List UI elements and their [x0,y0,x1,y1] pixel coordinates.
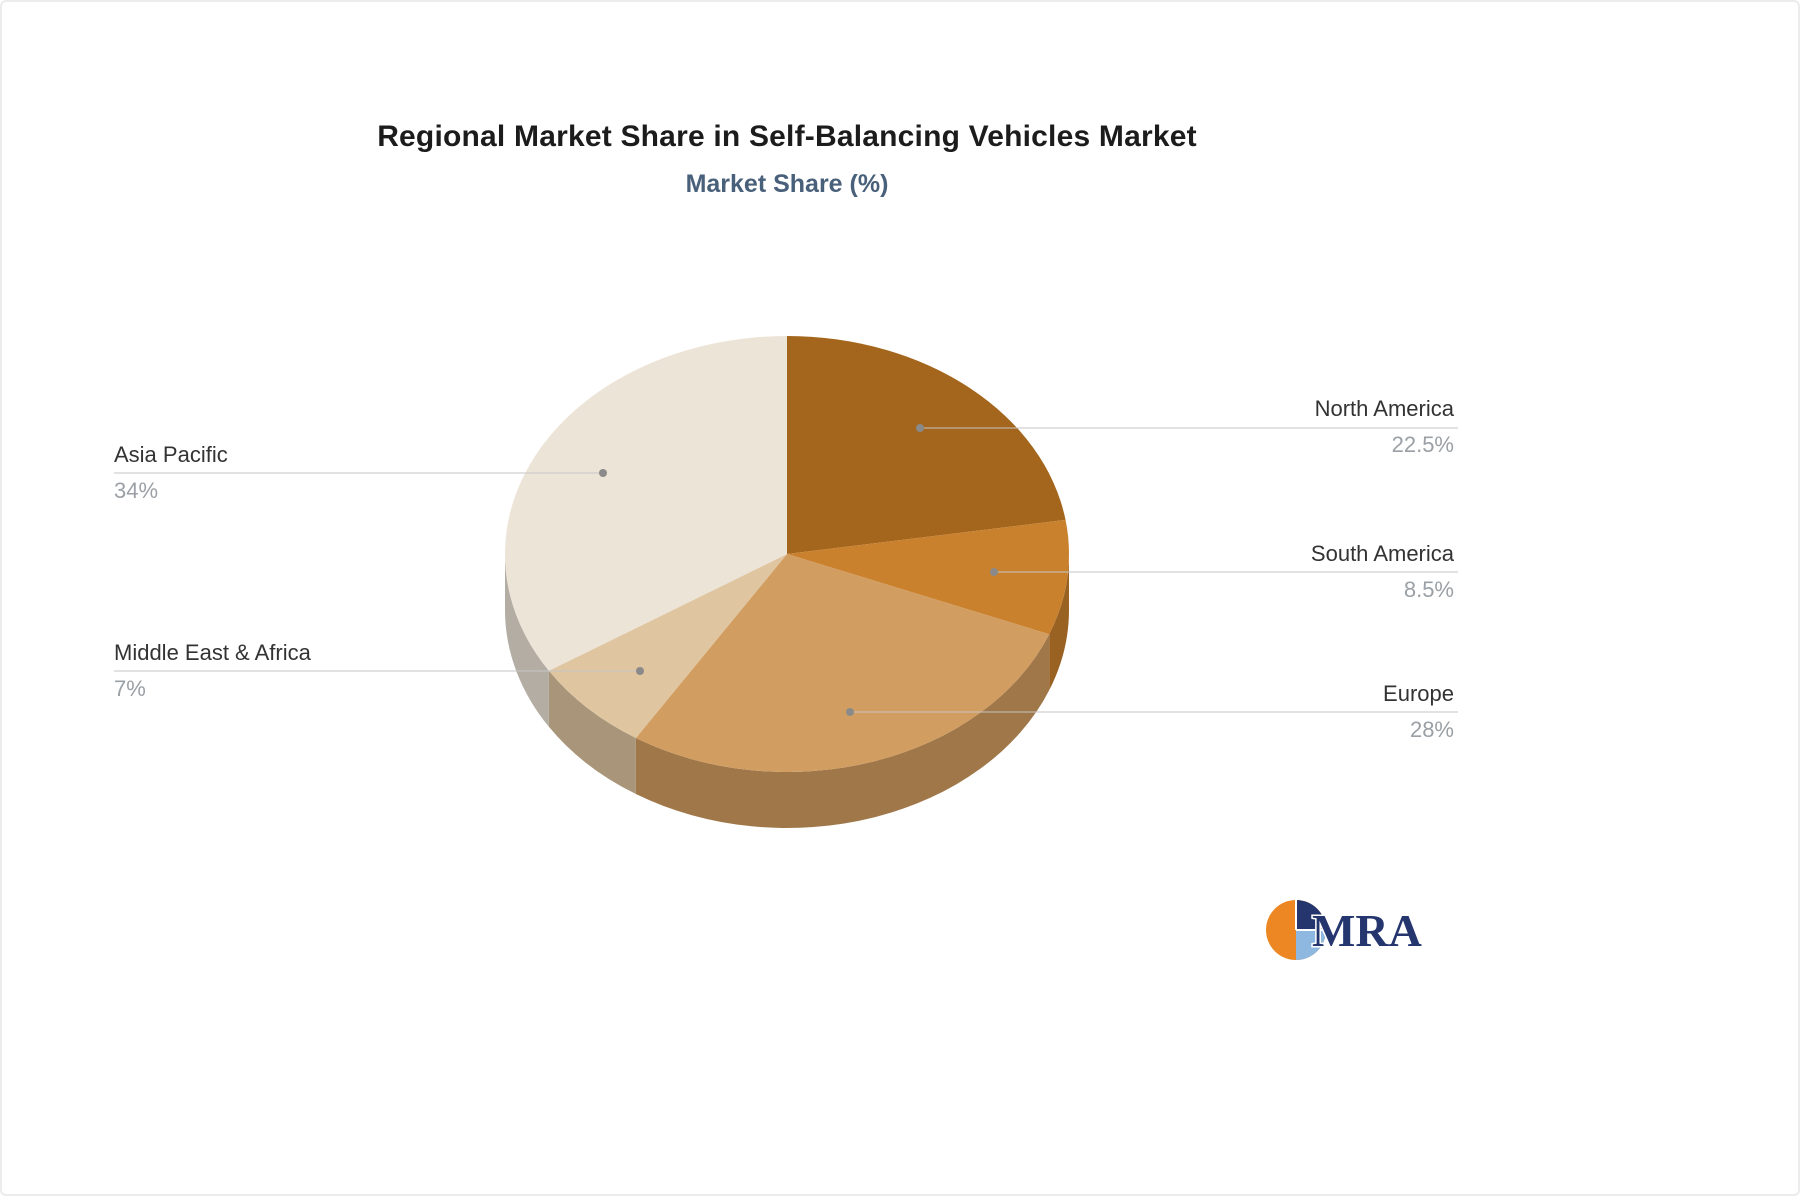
pie-slice [787,335,1066,554]
slice-value: 8.5% [1403,577,1454,602]
slice-label: Middle East & Africa [114,640,311,665]
slice-value: 28% [1409,717,1454,742]
label-asia-pacific: Asia Pacific 34% [114,437,228,509]
logo-text: MRA [1312,905,1422,956]
logo-wedge-navy [1296,900,1326,930]
leader-dot [636,667,644,675]
pie-slice [635,554,1050,772]
slice-label: Europe [1383,681,1454,706]
leader-dot [846,708,854,716]
label-europe: Europe 28% [1383,676,1454,748]
slice-label: North America [1314,396,1454,421]
pie-slice-side [1049,554,1069,691]
leader-dot [599,469,607,477]
pie-slice-side [505,554,549,727]
pie-slice-side [635,634,1050,828]
pie-slice-side [548,670,636,795]
label-south-america: South America 8.5% [1311,536,1454,608]
slice-value: 34% [114,478,159,503]
pie-slice [548,554,787,739]
label-north-america: North America 22.5% [1315,391,1454,463]
slice-value: 7% [114,676,146,701]
slice-label: Asia Pacific [114,442,228,467]
chart-subtitle: Market Share (%) [685,170,889,198]
slice-value: 22.5% [1391,432,1454,457]
mra-logo: MRA [1266,900,1423,960]
logo-wedge-lightblue [1296,930,1326,960]
leader-dot [916,424,924,432]
leader-dot [990,568,998,576]
pie-slice [505,336,787,671]
chart-title: Regional Market Share in Self-Balancing … [377,120,1197,153]
pie-slice [787,519,1070,635]
label-middle-east-africa: Middle East & Africa 7% [114,635,311,707]
slice-label: South America [1310,541,1454,566]
